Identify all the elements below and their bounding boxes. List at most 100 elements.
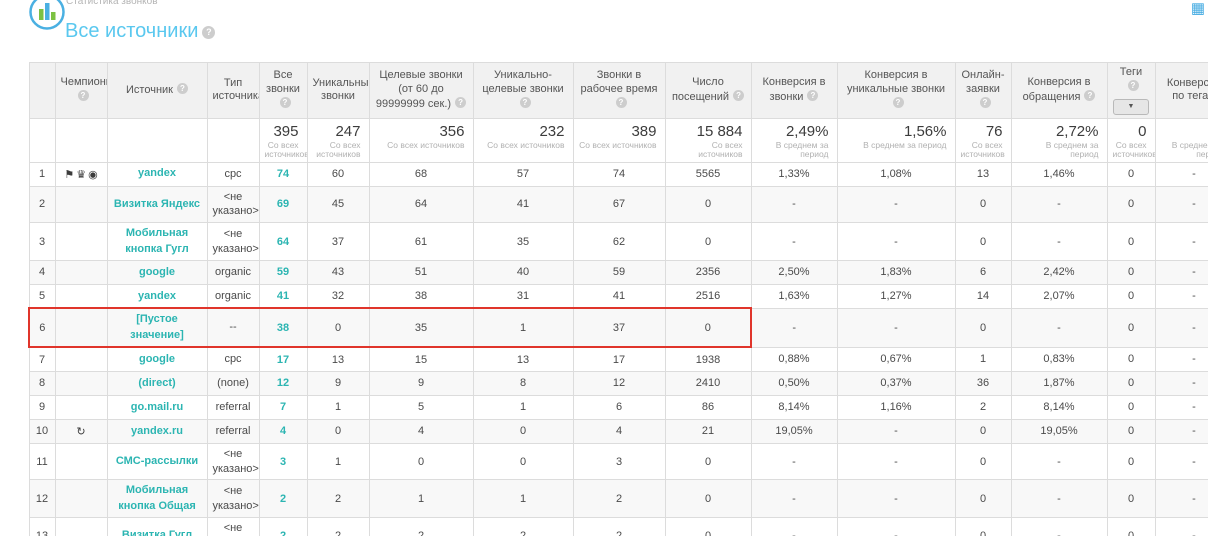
cell-all_calls: 3 bbox=[258, 442, 308, 481]
flag-icon[interactable]: ⚑ bbox=[64, 168, 75, 181]
refresh-icon[interactable]: ↻ bbox=[76, 425, 86, 438]
tags-filter-button[interactable]: ▼ bbox=[1113, 98, 1149, 115]
all-calls-link[interactable]: 64 bbox=[276, 235, 290, 248]
cell-online_requests: 0 bbox=[954, 442, 1012, 481]
source-link[interactable]: СМС-рассылки bbox=[115, 454, 199, 467]
cell-conv_appeals: 8,14% bbox=[1010, 394, 1108, 420]
cell-conv_unique: 1,16% bbox=[836, 394, 956, 420]
source-link[interactable]: yandex bbox=[138, 167, 176, 180]
cell-target_calls: 61 bbox=[368, 222, 474, 261]
cell-conv_calls: 1,63% bbox=[750, 283, 838, 309]
source-cell: [Пустое значение] bbox=[106, 307, 208, 349]
cell-unique_calls: 0 bbox=[306, 307, 370, 349]
row-number: 5 bbox=[28, 283, 56, 309]
col-header-type[interactable]: Тип источника bbox=[206, 62, 260, 119]
help-icon[interactable]: ? bbox=[455, 96, 467, 108]
help-icon[interactable]: ? bbox=[807, 89, 819, 101]
col-header-conv_calls[interactable]: Конверсия в звонки? bbox=[750, 62, 838, 119]
help-icon[interactable]: ? bbox=[279, 96, 291, 108]
col-label-source: Источник bbox=[126, 83, 173, 96]
all-calls-link[interactable]: 69 bbox=[276, 198, 290, 211]
all-calls-link[interactable]: 2 bbox=[280, 530, 286, 536]
help-icon[interactable]: ? bbox=[77, 89, 89, 101]
source-link[interactable]: Визитка Яндекс bbox=[113, 197, 201, 210]
summary-caption: Со всех источников bbox=[1112, 139, 1155, 159]
source-link[interactable]: google bbox=[138, 265, 176, 278]
all-calls-link[interactable]: 17 bbox=[276, 353, 290, 366]
cell-tags: 0 bbox=[1106, 479, 1156, 519]
row-number: 9 bbox=[28, 394, 56, 420]
row-number: 7 bbox=[28, 346, 56, 372]
all-calls-link[interactable]: 59 bbox=[276, 266, 290, 279]
summary-value: 0 bbox=[1138, 122, 1147, 140]
col-header-working_hours_calls[interactable]: Звонки в рабочее время? bbox=[572, 62, 666, 119]
breadcrumb: Статистика звонков bbox=[66, 0, 158, 7]
cell-visits: 21 bbox=[664, 418, 752, 444]
col-header-online_requests[interactable]: Онлайн-заявки? bbox=[954, 62, 1012, 119]
all-calls-link[interactable]: 38 bbox=[276, 321, 290, 334]
crown-icon[interactable]: ♛ bbox=[76, 168, 87, 181]
source-link[interactable]: yandex bbox=[138, 289, 176, 302]
cell-unique_target_calls: 35 bbox=[472, 222, 574, 261]
col-header-target_calls[interactable]: Целевые звонки (от 60 до 99999999 сек.)? bbox=[368, 62, 474, 119]
col-header-visits[interactable]: Число посещений? bbox=[664, 62, 752, 119]
cell-online_requests: 0 bbox=[954, 479, 1012, 519]
champions-cell bbox=[54, 394, 108, 420]
source-link[interactable]: Мобильная кнопка Общая bbox=[118, 484, 196, 512]
col-header-conv_tags[interactable]: Конверсия по тегам bbox=[1154, 62, 1208, 119]
col-label-conv_calls: Конверсия в звонки bbox=[762, 76, 826, 103]
all-calls-link[interactable]: 12 bbox=[276, 377, 290, 390]
help-icon[interactable]: ? bbox=[176, 82, 188, 94]
medal-icon[interactable]: ◉ bbox=[88, 168, 98, 181]
source-link[interactable]: [Пустое значение] bbox=[130, 313, 184, 341]
summary-cell-unique_target_calls: 232 Со всех источников bbox=[472, 117, 574, 163]
help-icon[interactable]: ? bbox=[615, 96, 627, 108]
col-label-tags: Теги bbox=[1119, 66, 1143, 78]
help-icon[interactable]: ? bbox=[519, 96, 531, 108]
all-calls-link[interactable]: 2 bbox=[279, 492, 287, 505]
col-header-conv_appeals[interactable]: Конверсия в обращения? bbox=[1010, 62, 1108, 119]
source-link[interactable]: (direct) bbox=[138, 376, 176, 389]
source-type-cell: cpc bbox=[206, 346, 260, 372]
cell-unique_calls: 2 bbox=[306, 517, 370, 536]
col-header-champions[interactable]: Чемпионы? bbox=[54, 62, 108, 119]
source-cell: yandex.ru bbox=[106, 418, 208, 444]
grid-icon[interactable]: ▦ bbox=[1190, 0, 1205, 17]
all-calls-link[interactable]: 4 bbox=[279, 425, 287, 438]
cell-conv_calls: 0,50% bbox=[750, 370, 838, 396]
source-link[interactable]: go.mail.ru bbox=[130, 400, 184, 413]
all-calls-link[interactable]: 3 bbox=[279, 455, 287, 468]
col-header-unique_target_calls[interactable]: Уникально-целевые звонки? bbox=[472, 62, 574, 119]
title-help-icon[interactable]: ? bbox=[202, 26, 216, 40]
source-link[interactable]: Мобильная кнопка Гугл bbox=[125, 227, 189, 255]
help-icon[interactable]: ? bbox=[979, 96, 991, 108]
cell-unique_target_calls: 57 bbox=[472, 161, 574, 187]
source-cell: yandex bbox=[106, 283, 208, 309]
source-link[interactable]: Визитка Гугл bbox=[121, 529, 193, 536]
col-label-working_hours_calls: Звонки в рабочее время bbox=[580, 69, 658, 95]
all-calls-link[interactable]: 41 bbox=[276, 290, 290, 303]
source-type-cell: (none) bbox=[206, 370, 260, 396]
cell-online_requests: 2 bbox=[954, 394, 1012, 420]
source-type-cell: <не указано> bbox=[206, 479, 260, 519]
all-calls-link[interactable]: 74 bbox=[276, 168, 290, 180]
col-header-tags[interactable]: Теги? ▼ bbox=[1106, 62, 1156, 119]
cell-visits: 86 bbox=[664, 394, 752, 420]
cell-conv_unique: - bbox=[836, 307, 956, 348]
summary-cell-target_calls: 356 Со всех источников bbox=[368, 117, 474, 163]
source-link[interactable]: google bbox=[138, 352, 176, 365]
summary-value: 247 bbox=[335, 122, 361, 140]
all-calls-link[interactable]: 7 bbox=[279, 401, 287, 414]
col-header-conv_unique[interactable]: Конверсия в уникальные звонки? bbox=[836, 62, 956, 119]
cell-visits: 1938 bbox=[664, 346, 752, 372]
help-icon[interactable]: ? bbox=[1127, 79, 1139, 91]
help-icon[interactable]: ? bbox=[892, 96, 904, 108]
help-icon[interactable]: ? bbox=[1084, 89, 1096, 101]
summary-value: 356 bbox=[439, 122, 465, 140]
col-header-unique_calls[interactable]: Уникальные звонки bbox=[306, 62, 370, 119]
col-header-all_calls[interactable]: Все звонки? bbox=[258, 62, 308, 119]
source-link[interactable]: yandex.ru bbox=[131, 424, 183, 437]
cell-target_calls: 5 bbox=[368, 394, 474, 420]
col-header-source[interactable]: Источник? bbox=[106, 62, 208, 119]
help-icon[interactable]: ? bbox=[733, 89, 745, 101]
